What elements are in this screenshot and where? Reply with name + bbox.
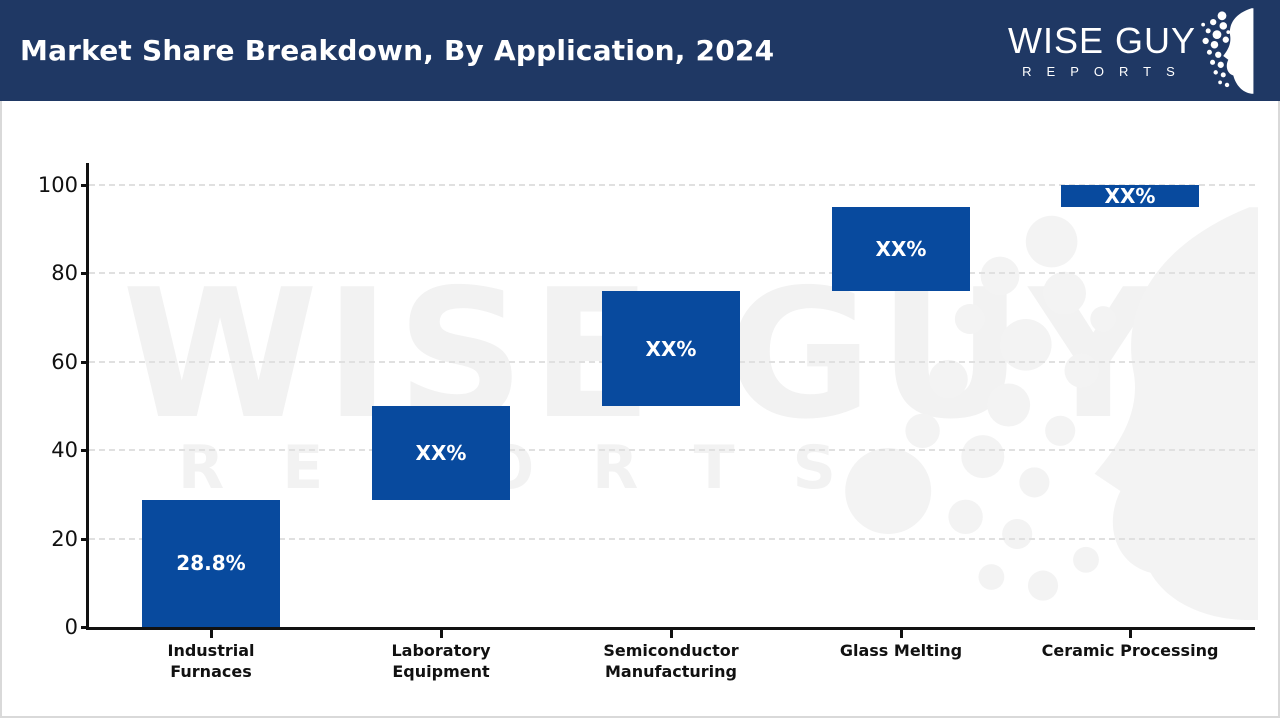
bar-semiconductor-manufacturing: XX% — [602, 291, 740, 406]
category-label-line: Semiconductor — [603, 641, 739, 660]
bar-value-label: 28.8% — [176, 551, 246, 576]
bar-value-label: XX% — [645, 336, 697, 361]
x-axis-tick — [900, 630, 903, 638]
bar-value-label: XX% — [415, 440, 467, 465]
y-axis-tick — [81, 537, 89, 541]
bar-value-label: XX% — [1104, 184, 1156, 209]
category-label-line: Equipment — [392, 662, 490, 681]
y-axis-tick — [81, 184, 89, 187]
y-axis-tick-label: 60 — [51, 349, 78, 374]
brand-subtitle: REPORTS — [1022, 63, 1190, 79]
brand-name: WISE GUY — [1007, 19, 1196, 61]
category-label: Laboratory Equipment — [326, 640, 556, 682]
header-bar: Market Share Breakdown, By Application, … — [0, 0, 1280, 101]
y-axis-line — [86, 163, 89, 630]
y-axis-tick-label: 20 — [51, 526, 78, 551]
brand-logo: WISE GUY REPORTS — [1008, 7, 1254, 95]
left-border — [0, 101, 2, 718]
bar-ceramic-processing: XX% — [1061, 184, 1199, 209]
y-axis-tick-label: 100 — [37, 173, 78, 197]
category-label-line: Furnaces — [170, 662, 252, 681]
category-label: Semiconductor Manufacturing — [556, 640, 786, 682]
y-axis-tick-label: 80 — [51, 261, 78, 286]
category-label: Ceramic Processing — [1015, 640, 1245, 661]
x-axis-line — [86, 627, 1255, 630]
gridline — [89, 449, 1255, 452]
category-label-line: Ceramic Processing — [1041, 641, 1219, 660]
y-axis-tick-label: 40 — [51, 438, 78, 463]
x-axis-tick — [210, 630, 213, 638]
y-axis-tick — [81, 360, 89, 364]
category-label-line: Laboratory — [391, 641, 491, 660]
y-axis-tick — [81, 272, 89, 276]
x-axis-tick — [1129, 630, 1132, 638]
x-axis-tick — [670, 630, 673, 638]
y-axis-tick — [81, 626, 89, 629]
bar-laboratory-equipment: XX% — [372, 406, 510, 500]
bar-value-label: XX% — [875, 237, 927, 262]
category-label-line: Glass Melting — [839, 641, 963, 660]
bar-industrial-furnaces: 28.8% — [142, 499, 280, 627]
chart-title: Market Share Breakdown, By Application, … — [20, 34, 775, 67]
category-label-line: Industrial — [167, 641, 255, 660]
category-label-line: Manufacturing — [605, 662, 737, 681]
y-axis-tick — [81, 449, 89, 453]
x-axis-tick — [440, 630, 443, 638]
category-label: Glass Melting — [786, 640, 1016, 661]
gridline — [89, 184, 1255, 186]
right-border — [1278, 101, 1280, 718]
bar-glass-melting: XX% — [832, 207, 970, 292]
gridline — [89, 272, 1255, 275]
y-axis-tick-label: 0 — [64, 615, 78, 639]
category-label: Industrial Furnaces — [96, 640, 326, 682]
brand-logo-text: WISE GUY REPORTS — [1007, 19, 1196, 79]
brand-head-icon — [1201, 7, 1254, 94]
bottom-border — [0, 716, 1280, 718]
gridline — [89, 537, 1255, 540]
